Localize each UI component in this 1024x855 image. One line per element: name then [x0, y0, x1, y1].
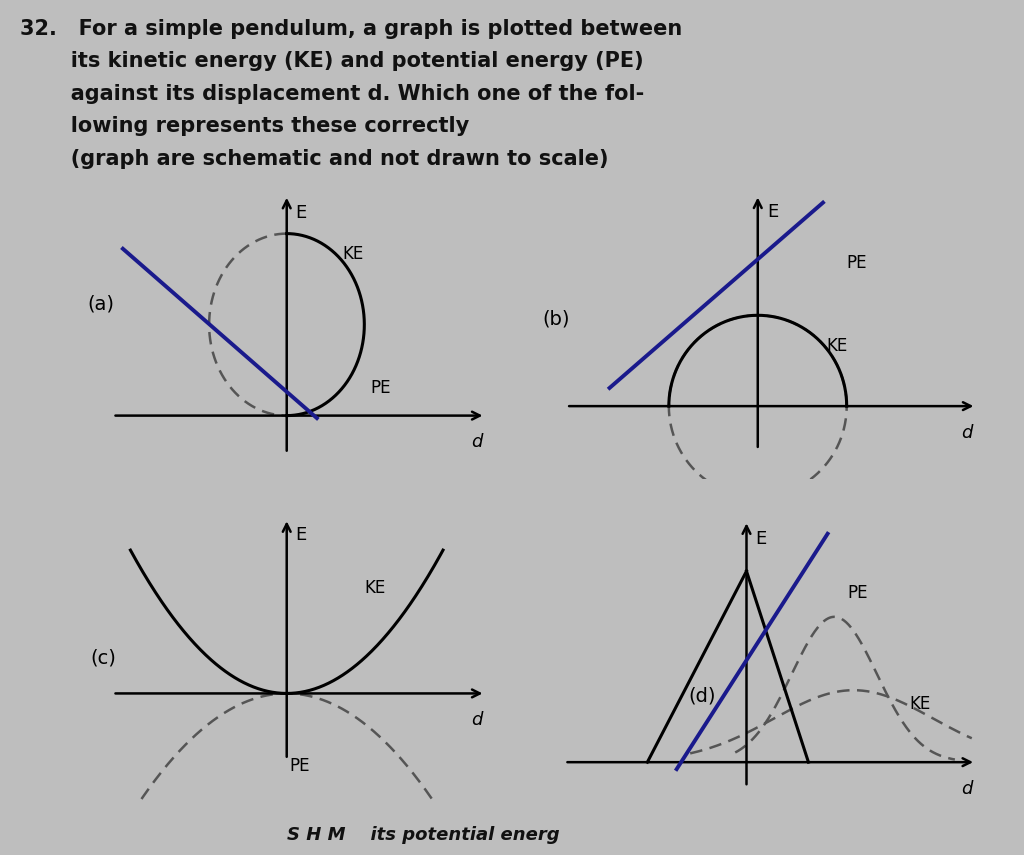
Text: KE: KE: [909, 695, 931, 713]
Text: PE: PE: [847, 254, 867, 272]
Text: d: d: [471, 711, 483, 728]
Text: PE: PE: [848, 584, 868, 602]
Text: S H M    its potential energ: S H M its potential energ: [287, 826, 559, 844]
Text: d: d: [961, 780, 972, 798]
Text: against its displacement d. Which one of the fol-: against its displacement d. Which one of…: [20, 84, 645, 103]
Text: PE: PE: [371, 379, 391, 397]
Text: E: E: [295, 526, 306, 544]
Text: E: E: [295, 204, 306, 222]
Text: d: d: [962, 423, 973, 441]
Text: E: E: [767, 203, 778, 221]
Text: (d): (d): [688, 687, 716, 705]
Text: KE: KE: [826, 337, 848, 355]
Text: 32.   For a simple pendulum, a graph is plotted between: 32. For a simple pendulum, a graph is pl…: [20, 19, 683, 38]
Text: lowing represents these correctly: lowing represents these correctly: [20, 116, 470, 136]
Text: d: d: [471, 433, 483, 451]
Text: (c): (c): [90, 649, 117, 668]
Text: (a): (a): [87, 295, 115, 314]
Text: E: E: [756, 530, 767, 548]
Text: PE: PE: [290, 757, 310, 775]
Text: (b): (b): [542, 310, 569, 328]
Text: KE: KE: [343, 245, 364, 262]
Text: (graph are schematic and not drawn to scale): (graph are schematic and not drawn to sc…: [20, 149, 609, 168]
Text: KE: KE: [365, 579, 386, 597]
Text: its kinetic energy (KE) and potential energy (PE): its kinetic energy (KE) and potential en…: [20, 51, 644, 71]
